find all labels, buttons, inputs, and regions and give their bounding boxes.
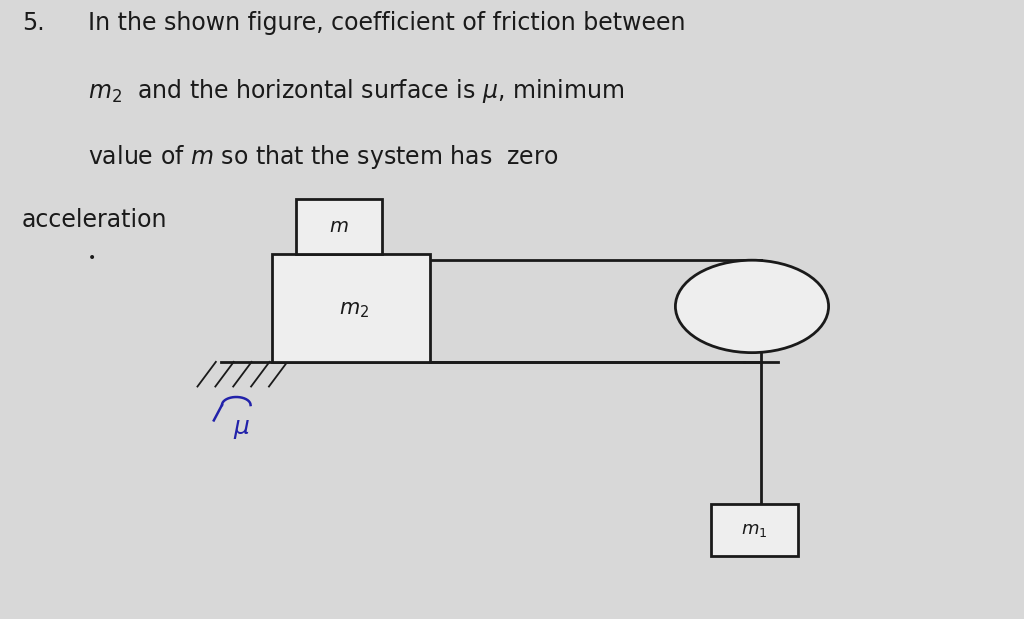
Text: •: • [88,251,96,265]
Text: $\mu$: $\mu$ [232,417,250,441]
Text: $m_2$  and the horizontal surface is $\mu$, minimum: $m_2$ and the horizontal surface is $\mu… [88,77,625,105]
Text: acceleration: acceleration [22,209,167,233]
Bar [272,254,430,362]
Text: 5.: 5. [22,11,44,35]
Bar [296,199,382,254]
Circle shape [676,260,828,353]
Text: $m$: $m$ [329,217,349,236]
Text: value of $m$ so that the system has  zero: value of $m$ so that the system has zero [88,142,558,170]
Text: In the shown figure, coefficient of friction between: In the shown figure, coefficient of fric… [88,11,686,35]
Text: $m_2$: $m_2$ [339,300,370,320]
Text: $m_1$: $m_1$ [741,521,768,539]
Bar [711,504,798,556]
